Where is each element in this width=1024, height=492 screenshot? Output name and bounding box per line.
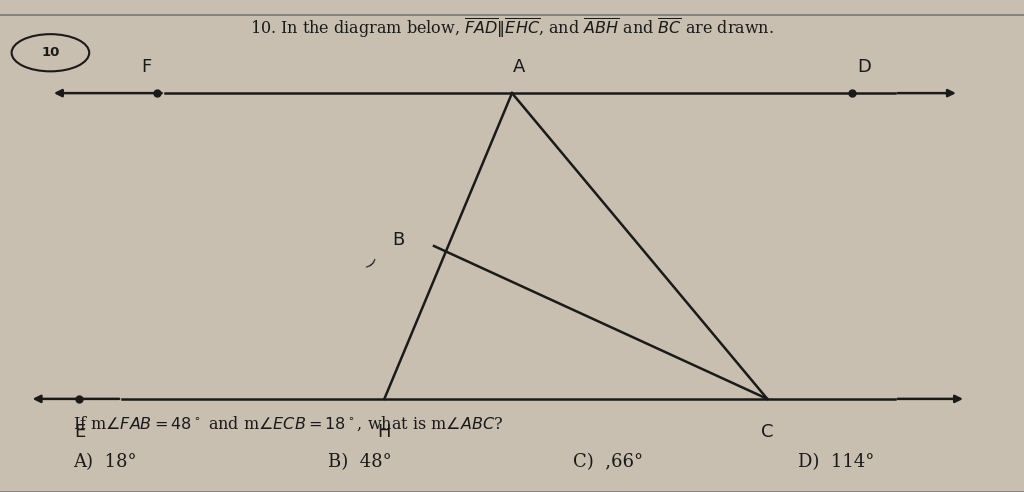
Text: B: B	[392, 231, 404, 249]
Text: 10: 10	[41, 46, 59, 59]
Text: H: H	[378, 423, 391, 441]
Text: A: A	[513, 58, 525, 76]
Text: D: D	[857, 58, 870, 76]
Text: F: F	[141, 58, 152, 76]
Text: ): )	[364, 258, 377, 271]
Text: E: E	[74, 423, 85, 441]
Text: A)  18°: A) 18°	[73, 453, 136, 471]
Text: 10. In the diagram below, $\overline{FAD} \| \overline{EHC}$, and $\overline{ABH: 10. In the diagram below, $\overline{FAD…	[250, 16, 774, 40]
Text: C)  ,66°: C) ,66°	[573, 453, 643, 471]
Text: D)  114°: D) 114°	[798, 453, 874, 471]
Text: If m$\angle FAB = 48^\circ$ and m$\angle ECB = 18^\circ$, what is m$\angle ABC$?: If m$\angle FAB = 48^\circ$ and m$\angle…	[73, 415, 503, 433]
Text: C: C	[761, 423, 773, 441]
Text: B)  48°: B) 48°	[328, 453, 392, 471]
